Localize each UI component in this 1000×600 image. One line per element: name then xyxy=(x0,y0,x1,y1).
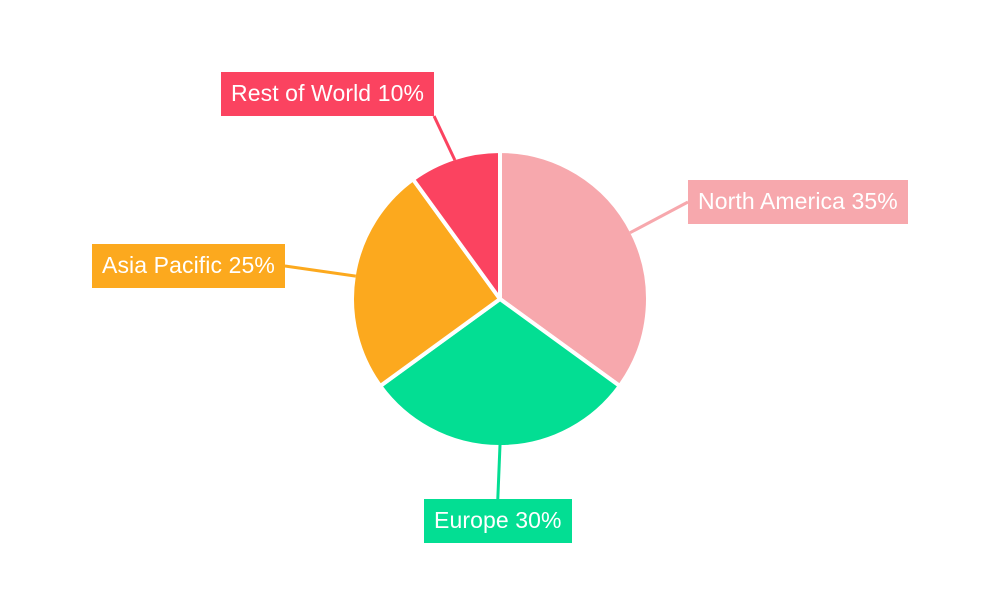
leader-line-asia-pacific xyxy=(284,264,357,278)
slice-label-north-america[interactable]: North America 35% xyxy=(688,180,908,224)
leader-line-north-america xyxy=(629,200,689,235)
slice-label-europe[interactable]: Europe 30% xyxy=(424,499,572,543)
slice-label-rest-of-world[interactable]: Rest of World 10% xyxy=(221,72,435,116)
slice-label-asia-pacific[interactable]: Asia Pacific 25% xyxy=(92,244,285,288)
leader-line-rest-of-world xyxy=(432,115,457,161)
pie-slices-group xyxy=(350,149,650,449)
leader-lines-group xyxy=(284,115,689,500)
leader-line-europe xyxy=(496,444,502,500)
